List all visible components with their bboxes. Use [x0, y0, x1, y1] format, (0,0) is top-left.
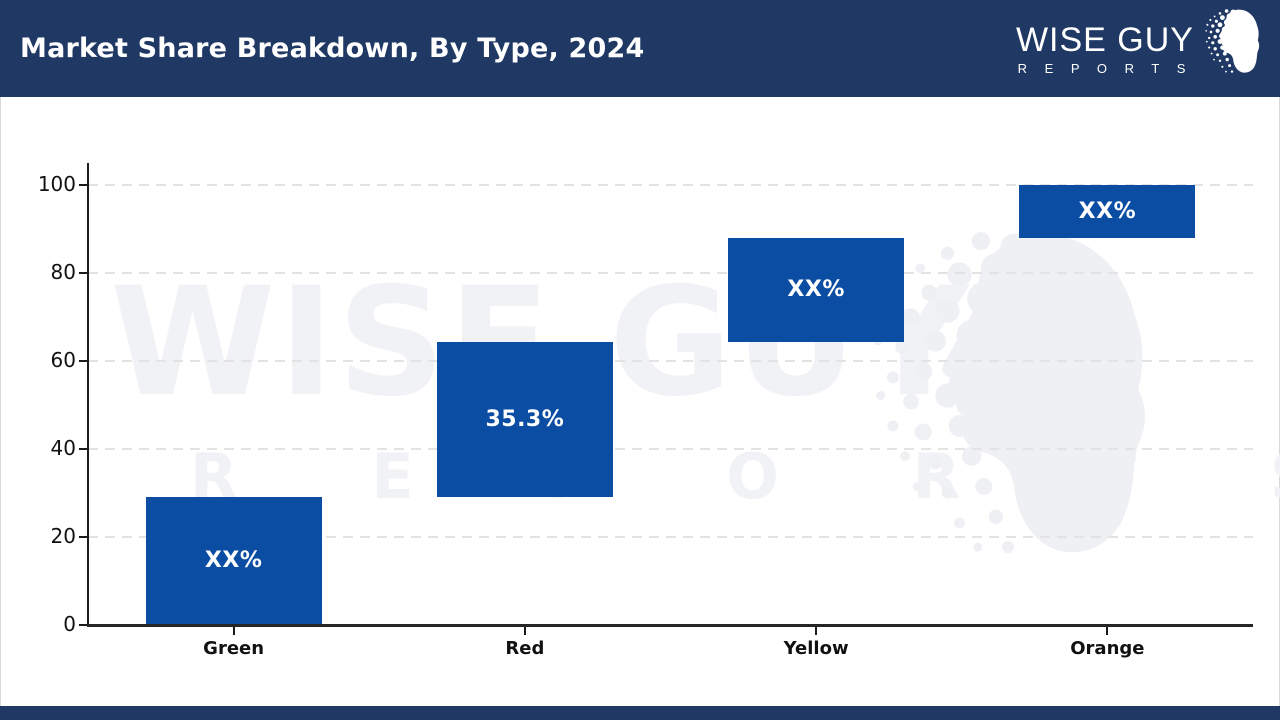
- bar-yellow: XX%: [728, 237, 905, 342]
- bar-red: 35.3%: [436, 341, 613, 497]
- footer-bar: [0, 706, 1280, 720]
- gridline-60: [88, 360, 1253, 362]
- gridline-100: [88, 184, 1253, 186]
- x-tick-orange: [1106, 627, 1109, 635]
- x-tick-red: [523, 627, 526, 635]
- y-axis-line: [87, 163, 89, 626]
- x-tick-green: [232, 627, 235, 635]
- brand-subtitle: R E P O R T S: [1017, 61, 1193, 76]
- y-tick-label-0: 0: [63, 612, 76, 636]
- brand-head-icon: [1205, 9, 1260, 73]
- y-tick-label-80: 80: [50, 260, 76, 284]
- x-tick-yellow: [815, 627, 818, 635]
- gridline-80: [88, 272, 1253, 274]
- bar-value-label: XX%: [204, 548, 263, 574]
- header-bar: Market Share Breakdown, By Type, 2024 WI…: [0, 0, 1280, 97]
- brand-name: WISE GUY: [1015, 21, 1194, 59]
- y-tick-20: [79, 536, 87, 538]
- x-tick-label-green: Green: [203, 638, 265, 659]
- x-tick-label-red: Red: [505, 638, 545, 659]
- bar-value-label: XX%: [787, 277, 845, 303]
- y-tick-80: [79, 272, 87, 274]
- bar-value-label: XX%: [1078, 198, 1137, 224]
- y-tick-label-100: 100: [37, 172, 76, 196]
- y-tick-0: [79, 624, 87, 626]
- bar-orange: XX%: [1019, 185, 1196, 238]
- x-tick-label-yellow: Yellow: [783, 638, 849, 659]
- gridline-20: [88, 536, 1253, 538]
- x-axis-line: [87, 624, 1253, 627]
- y-tick-label-60: 60: [50, 348, 76, 372]
- y-tick-label-40: 40: [50, 436, 76, 460]
- y-tick-40: [79, 448, 87, 450]
- brand-logo: WISE GUY R E P O R T S: [1016, 6, 1266, 94]
- bar-value-label: 35.3%: [485, 406, 565, 432]
- gridline-40: [88, 448, 1253, 450]
- bar-green: XX%: [145, 496, 322, 625]
- chart-title: Market Share Breakdown, By Type, 2024: [20, 33, 645, 64]
- y-tick-60: [79, 360, 87, 362]
- y-tick-100: [79, 184, 87, 186]
- y-tick-label-20: 20: [50, 524, 76, 548]
- x-tick-label-orange: Orange: [1070, 638, 1145, 659]
